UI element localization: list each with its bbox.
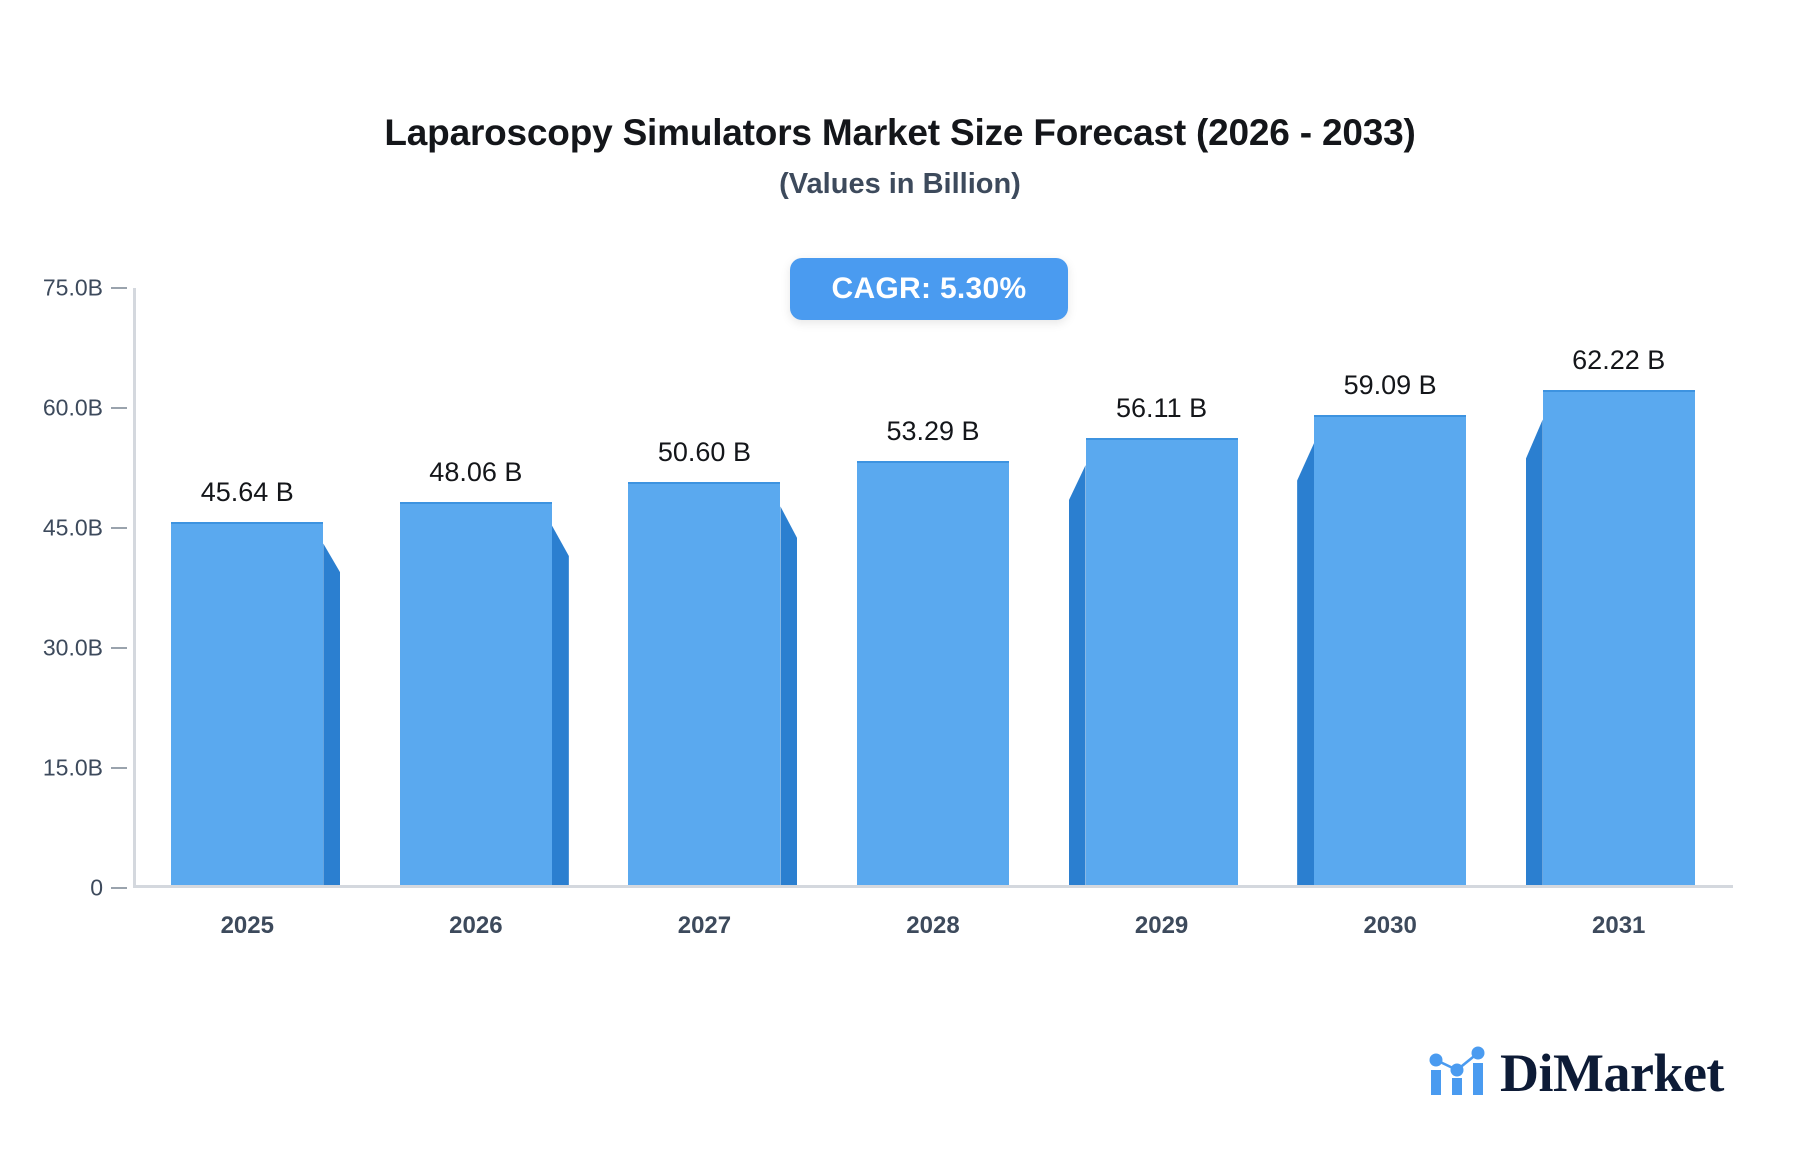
bar-side-panel: [1068, 465, 1086, 885]
bar-value-label: 56.11 B: [1116, 393, 1208, 424]
dimarket-logo: DiMarket: [1428, 1044, 1724, 1101]
bar-side-panel: [551, 525, 569, 885]
bar-series: 45.64 B 2025 48.06 B 2026 50.60 B 2027 53.29 B…: [133, 288, 1733, 939]
y-axis-tick-mark: [111, 647, 127, 649]
bar-column[interactable]: 56.11 B 2029: [1068, 288, 1238, 939]
y-axis-tick-mark: [111, 887, 127, 889]
bar-value-label: 59.09 B: [1343, 369, 1437, 400]
bar-value-label: 50.60 B: [657, 437, 751, 468]
bar-value-label: 48.06 B: [429, 457, 523, 488]
chart-subtitle: (Values in Billion): [779, 168, 1021, 200]
x-axis-tick-label: 2030: [1363, 912, 1417, 939]
y-axis-tick-mark: [111, 407, 127, 409]
x-axis-tick-label: 2025: [220, 912, 274, 939]
bar[interactable]: 48.06 B: [399, 457, 569, 885]
bar-face: [171, 521, 324, 885]
bar-column[interactable]: 59.09 B 2030: [1297, 288, 1467, 939]
bar[interactable]: 45.64 B: [171, 477, 341, 885]
x-axis-tick-label: 2028: [906, 912, 960, 939]
y-axis-tick-label: 60.0B: [42, 394, 103, 421]
x-axis-line: [133, 885, 1733, 888]
y-axis-tick-label: 0: [90, 874, 103, 901]
y-axis-tick-label: 30.0B: [42, 634, 103, 661]
bar-face: [1314, 414, 1467, 885]
bar[interactable]: 62.22 B: [1525, 345, 1695, 885]
bar[interactable]: 50.60 B: [628, 437, 798, 885]
bar[interactable]: 56.11 B: [1068, 393, 1238, 885]
bar-value-label: 53.29 B: [886, 415, 980, 446]
bar-column[interactable]: 62.22 B 2031: [1525, 288, 1695, 939]
bar-chart-icon: [1428, 1044, 1486, 1101]
x-axis-tick-label: 2027: [677, 912, 732, 939]
y-axis-tick-mark: [111, 287, 127, 289]
y-axis-line: [133, 288, 136, 888]
bar-face: [628, 482, 781, 885]
bar-face: [399, 502, 552, 885]
bar-side-panel: [323, 543, 341, 885]
bar[interactable]: 53.29 B: [857, 416, 1009, 885]
y-axis-tick-mark: [111, 527, 127, 529]
bar-face: [857, 460, 1009, 885]
bar-column[interactable]: 48.06 B 2026: [399, 288, 569, 939]
bar-column[interactable]: 53.29 B 2028: [857, 288, 1009, 939]
plot-area: 75.0B 60.0B 45.0B 30.0B 15.0B 0 45.64 B 2025 48…: [43, 275, 1733, 939]
bar[interactable]: 59.09 B: [1297, 370, 1467, 885]
page-title: Laparoscopy Simulators Market Size Forec…: [384, 112, 1416, 153]
y-axis-tick-label: 15.0B: [42, 754, 103, 781]
x-axis-tick-label: 2031: [1592, 912, 1646, 939]
bar-side-panel: [1525, 419, 1543, 885]
y-axis-tick-mark: [111, 767, 127, 769]
x-axis-tick-label: 2026: [449, 912, 503, 939]
bar-value-label: 62.22 B: [1572, 344, 1666, 375]
logo-text: DiMarket: [1500, 1042, 1724, 1103]
bar-face: [1085, 438, 1238, 885]
bar-side-panel: [1297, 442, 1315, 885]
bar-side-panel: [780, 506, 798, 885]
x-axis-tick-label: 2029: [1134, 912, 1189, 939]
bar-value-label: 45.64 B: [200, 476, 294, 507]
y-axis-tick-label: 75.0B: [42, 274, 103, 301]
cagr-badge: CAGR: 5.30%: [790, 258, 1068, 320]
y-axis-tick-label: 45.0B: [42, 514, 103, 541]
bar-column[interactable]: 50.60 B 2027: [628, 288, 798, 939]
bar-face: [1542, 389, 1695, 885]
bar-column[interactable]: 45.64 B 2025: [171, 288, 341, 939]
